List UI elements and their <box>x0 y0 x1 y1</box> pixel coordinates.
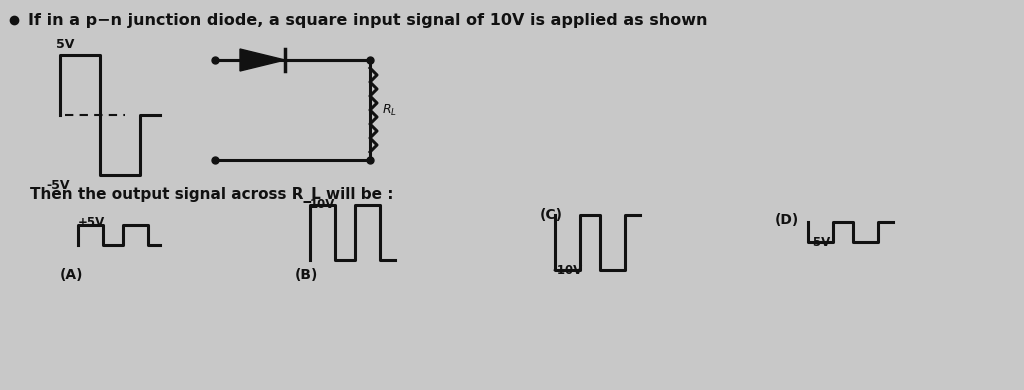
Text: 5V: 5V <box>56 38 75 51</box>
Text: (B): (B) <box>295 268 318 282</box>
Text: -10V: -10V <box>552 264 583 277</box>
Text: +5V: +5V <box>78 216 105 229</box>
Text: -5V: -5V <box>46 179 70 192</box>
Text: (A): (A) <box>60 268 84 282</box>
Text: Then the output signal across R_L will be :: Then the output signal across R_L will b… <box>30 187 393 203</box>
Text: If in a p−n junction diode, a square input signal of 10V is applied as shown: If in a p−n junction diode, a square inp… <box>28 12 708 28</box>
Text: -5V: -5V <box>808 236 830 248</box>
Text: (C): (C) <box>540 208 563 222</box>
Text: (D): (D) <box>775 213 800 227</box>
Text: $R_L$: $R_L$ <box>382 103 397 117</box>
Polygon shape <box>240 49 285 71</box>
Text: 10V: 10V <box>310 199 336 211</box>
